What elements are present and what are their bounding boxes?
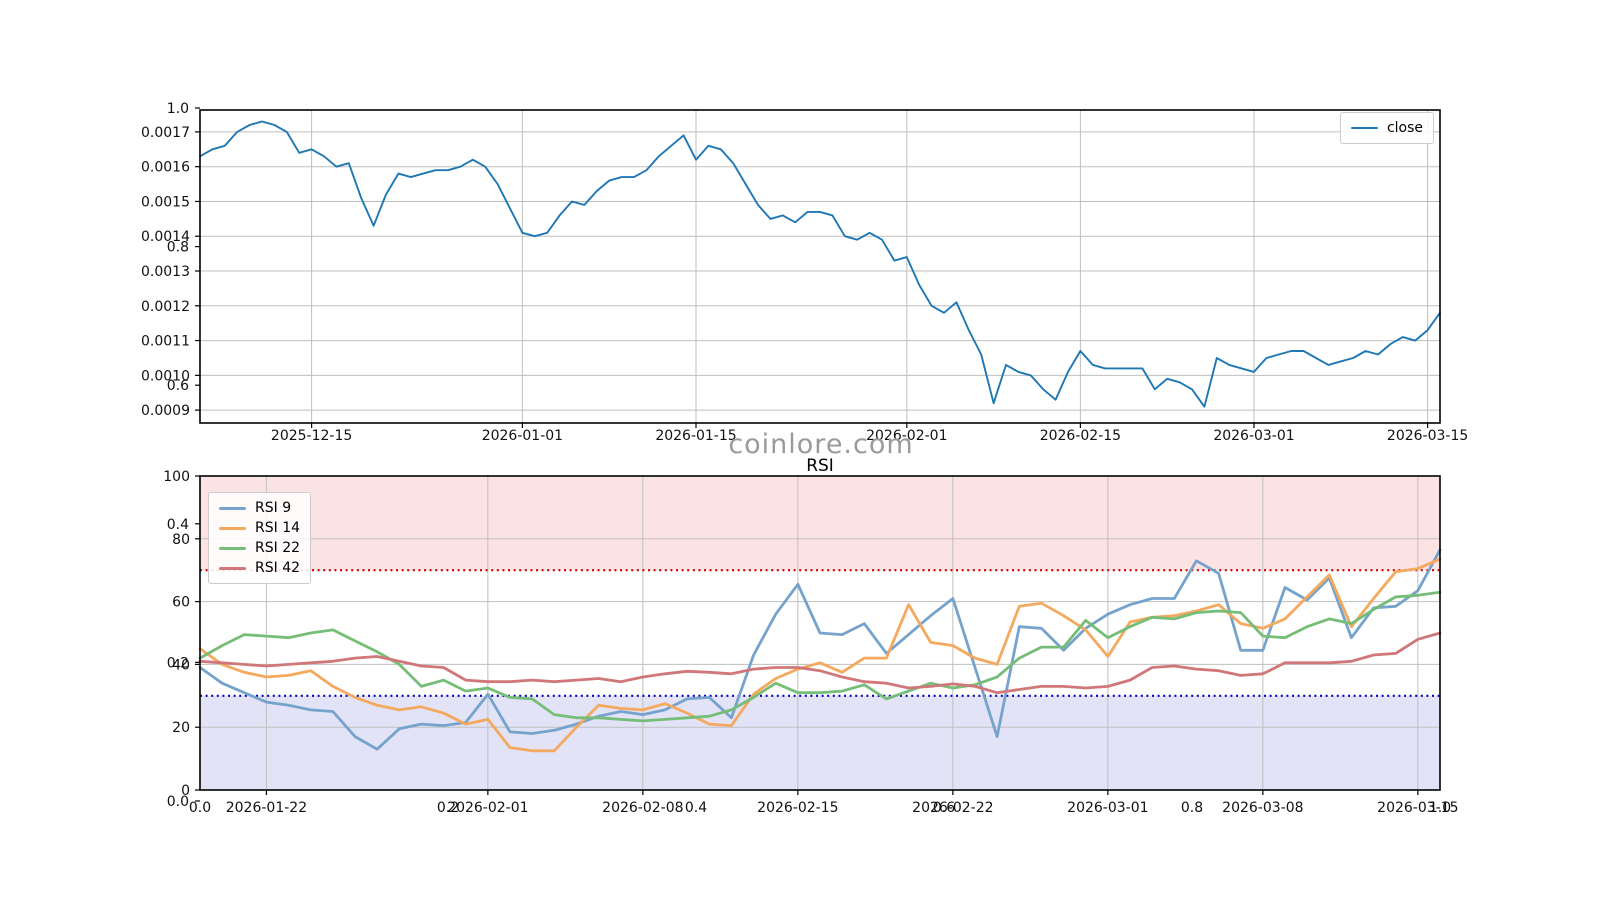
legend-label: RSI 22 (255, 540, 301, 556)
y-tick-label: 0 (181, 783, 190, 799)
y-tick-label: 0.0015 (141, 194, 190, 210)
rsi-panel: 2026-01-22 2026-02-01 2026-02-08 2026-02-15… (163, 469, 1458, 816)
x-tick-label: 2026-03-01 (1067, 800, 1148, 816)
x-tick-label: 2025-12-15 (271, 428, 352, 444)
legend-item-rsi-42: RSI 42 (219, 558, 300, 578)
x-tick-label: 2026-03-08 (1222, 800, 1303, 816)
legend-line-swatch (219, 566, 246, 570)
legend-label: close (1386, 120, 1423, 136)
x-tick-label: 2026-01-01 (482, 428, 563, 444)
y-tick-label: 0.0017 (141, 125, 190, 141)
x-tick-label: 2026-03-15 (1377, 800, 1458, 816)
hidden-x-tick-label: 1.0 (1429, 800, 1451, 816)
legend-line-swatch (219, 526, 246, 530)
rsi-legend: RSI 9 RSI 14 RSI 22 RSI 42 (208, 492, 312, 584)
hidden-y-tick-label: 0.4 (167, 517, 189, 533)
hidden-axis: 1.0 0.8 0.6 0.4 0.2 0.0 0.0 0.2 0.4 0.6 0.8 1.0 (167, 101, 1451, 816)
legend-line-swatch (1350, 127, 1378, 129)
y-tick-label: 0.0012 (141, 299, 190, 315)
y-tick-label: 0.0014 (141, 229, 190, 245)
hidden-y-tick-label: 0.6 (167, 378, 189, 394)
y-tick-label: 0.0013 (141, 264, 190, 280)
x-tick-label: 2026-01-22 (226, 800, 307, 816)
legend-label: RSI 42 (255, 560, 301, 576)
rsi-axes-frame (199, 475, 1441, 791)
hidden-x-tick-label: 0.4 (685, 800, 707, 816)
rsi-42-line (198, 631, 1442, 695)
price-panel: 2025-12-15 2026-01-01 2026-01-15 2026-02-01… (141, 109, 1468, 444)
y-tick-label: 60 (172, 595, 190, 611)
x-tick-label: 2026-02-01 (866, 428, 947, 444)
hidden-x-tick-label: 0.8 (1181, 800, 1203, 816)
y-tick-label: 20 (172, 720, 190, 736)
y-tick-label: 0.0010 (141, 368, 190, 384)
hidden-x-tick-label: 0.0 (189, 800, 211, 816)
legend-label: RSI 9 (255, 500, 292, 516)
hidden-y-tick-label: 0.8 (167, 240, 189, 256)
x-tick-label: 2026-03-15 (1387, 428, 1468, 444)
legend-item-rsi-9: RSI 9 (219, 498, 300, 518)
legend-item-rsi-14: RSI 14 (219, 518, 300, 538)
price-legend: close (1339, 112, 1434, 144)
y-tick-label: 0.0016 (141, 160, 190, 176)
y-tick-label: 100 (163, 469, 190, 485)
hidden-y-tick-label: 0.2 (167, 655, 189, 671)
legend-line-swatch (219, 506, 246, 510)
hidden-x-tick-label: 0.2 (437, 800, 459, 816)
y-tick-label: 40 (172, 657, 190, 673)
legend-line-swatch (219, 546, 246, 550)
price-axes-frame (199, 109, 1441, 424)
legend-item-rsi-22: RSI 22 (219, 538, 300, 558)
hidden-y-tick-label: 1.0 (167, 101, 189, 117)
rsi-14-line (198, 557, 1442, 753)
y-tick-label: 0.0011 (141, 334, 190, 350)
y-tick-label: 80 (172, 532, 190, 548)
y-tick-label: 0.0009 (141, 403, 190, 419)
x-tick-label: 2026-03-01 (1213, 428, 1294, 444)
watermark: coinlore.com (728, 429, 914, 460)
overbought-band (200, 476, 1440, 571)
legend-label: RSI 14 (255, 520, 301, 536)
oversold-band (200, 695, 1440, 790)
x-tick-label: 2026-02-08 (602, 800, 683, 816)
close-line (199, 120, 1441, 408)
legend-item-close: close (1350, 118, 1423, 138)
x-tick-label: 2026-01-15 (655, 428, 736, 444)
hidden-x-tick-label: 0.6 (933, 800, 955, 816)
x-tick-label: 2026-02-15 (757, 800, 838, 816)
x-tick-label: 2026-02-22 (912, 800, 993, 816)
rsi-9-line (198, 548, 1442, 751)
rsi-panel-title: RSI (806, 456, 834, 476)
rsi-22-line (198, 590, 1442, 723)
hidden-y-tick-label: 0.0 (167, 794, 189, 810)
x-tick-label: 2026-02-01 (447, 800, 528, 816)
x-tick-label: 2026-02-15 (1040, 428, 1121, 444)
